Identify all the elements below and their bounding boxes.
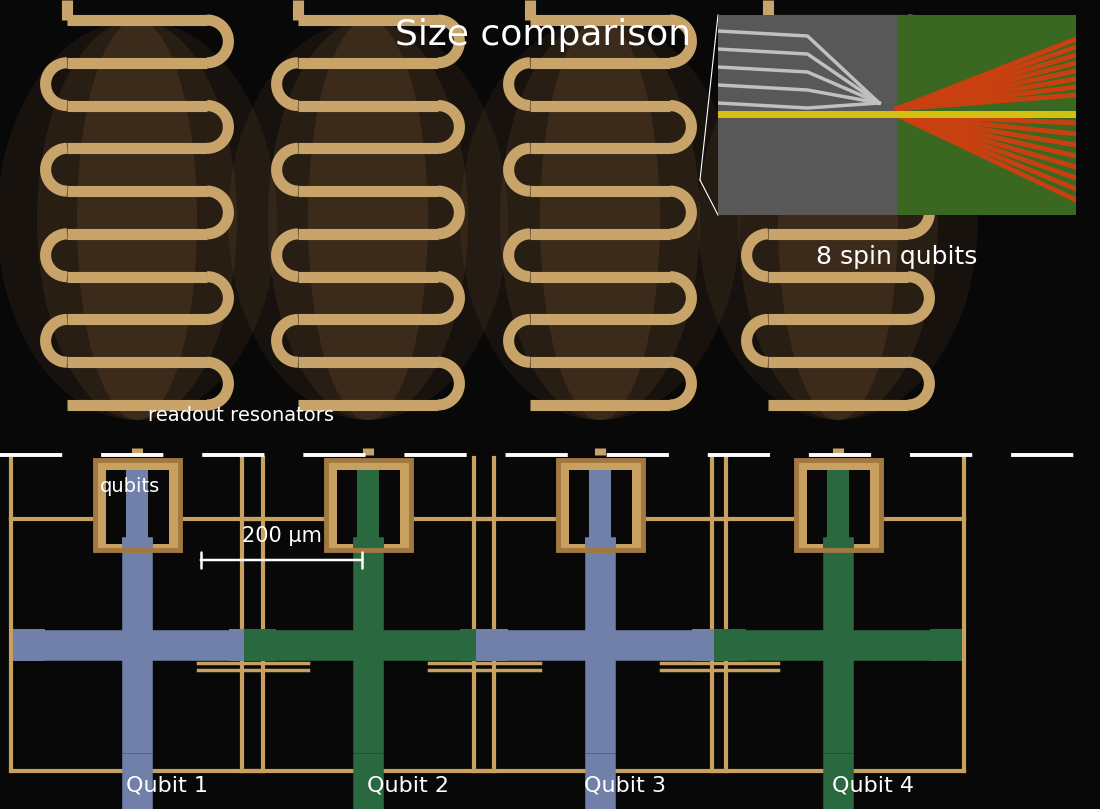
Bar <box>569 470 631 544</box>
Text: 8 spin qubits: 8 spin qubits <box>816 245 978 269</box>
Ellipse shape <box>778 20 898 420</box>
Bar <box>95 460 179 550</box>
Bar <box>13 629 45 661</box>
Bar <box>95 460 179 550</box>
Text: qubits: qubits <box>100 477 161 496</box>
Bar <box>326 460 410 550</box>
Text: Qubit 4: Qubit 4 <box>832 775 914 795</box>
Ellipse shape <box>308 20 428 420</box>
Bar <box>930 629 962 661</box>
Text: readout resonators: readout resonators <box>148 406 334 425</box>
Bar <box>558 460 642 550</box>
Bar <box>806 470 869 544</box>
Bar <box>326 460 410 550</box>
Bar <box>795 460 880 550</box>
Bar <box>692 629 724 661</box>
Bar <box>229 629 261 661</box>
Text: Size comparison: Size comparison <box>395 18 691 52</box>
Bar <box>106 470 168 544</box>
Text: Qubit 2: Qubit 2 <box>367 775 449 795</box>
Ellipse shape <box>0 20 277 420</box>
Ellipse shape <box>500 20 700 420</box>
Ellipse shape <box>738 20 938 420</box>
Bar <box>714 629 746 661</box>
Ellipse shape <box>540 20 660 420</box>
Text: Qubit 1: Qubit 1 <box>126 775 208 795</box>
Bar <box>718 111 1076 118</box>
Text: Qubit 3: Qubit 3 <box>584 775 666 795</box>
Bar <box>558 460 642 550</box>
Ellipse shape <box>77 20 197 420</box>
Bar <box>718 15 896 215</box>
Bar <box>244 629 276 661</box>
Bar <box>896 15 1076 215</box>
Ellipse shape <box>698 20 978 420</box>
Text: 200 μm: 200 μm <box>242 526 321 546</box>
Bar <box>358 470 379 544</box>
Bar <box>460 629 492 661</box>
Ellipse shape <box>37 20 236 420</box>
Bar <box>795 460 880 550</box>
Ellipse shape <box>268 20 468 420</box>
Bar <box>476 629 508 661</box>
Bar <box>337 470 399 544</box>
Ellipse shape <box>460 20 740 420</box>
Ellipse shape <box>228 20 508 420</box>
Bar <box>126 470 148 544</box>
Bar <box>588 470 610 544</box>
Bar <box>827 470 849 544</box>
